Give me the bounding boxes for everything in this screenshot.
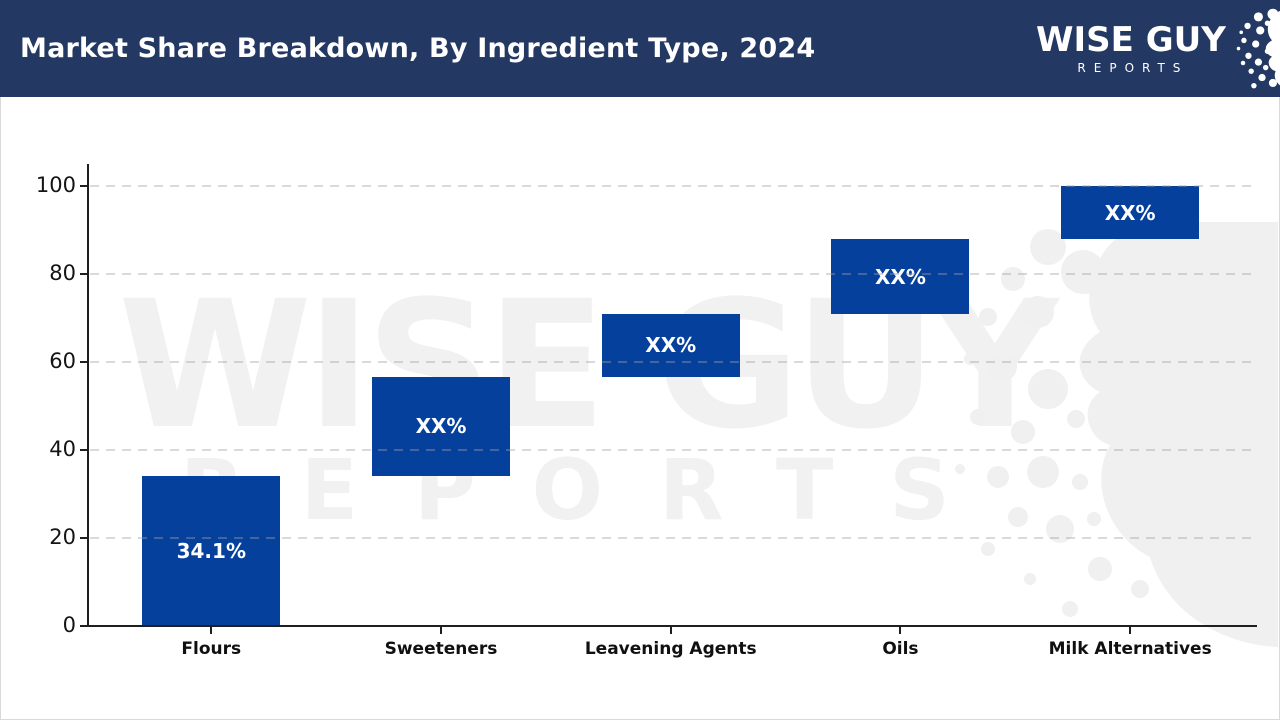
y-tick-label-80: 80 xyxy=(49,260,76,285)
y-tick-label-20: 20 xyxy=(49,524,76,549)
wise-guy-logo: WISE GUY REPORTS xyxy=(1036,8,1280,90)
x-tick-0 xyxy=(210,627,213,634)
y-tick-100 xyxy=(80,185,88,187)
logo-wordmark: WISE GUY xyxy=(1036,20,1226,60)
header-band: Market Share Breakdown, By Ingredient Ty… xyxy=(0,0,1280,97)
page-title: Market Share Breakdown, By Ingredient Ty… xyxy=(20,33,816,64)
bar-sweeteners: XX% xyxy=(372,376,511,476)
logo-subtitle: REPORTS xyxy=(1077,61,1189,75)
bar-value-label: XX% xyxy=(415,414,467,439)
y-tick-0 xyxy=(80,624,88,627)
x-tick-2 xyxy=(669,627,672,634)
y-tick-40 xyxy=(80,448,88,451)
y-tick-label-0: 0 xyxy=(62,612,76,637)
bar-value-label: XX% xyxy=(1104,200,1156,225)
x-tick-label-3: Oils xyxy=(882,639,919,659)
bar-oils: XX% xyxy=(831,239,970,314)
y-axis-line xyxy=(87,164,89,627)
x-tick-1 xyxy=(440,627,443,634)
x-tick-label-1: Sweeteners xyxy=(384,639,498,659)
x-tick-4 xyxy=(1129,627,1132,634)
x-axis-line xyxy=(84,625,1257,627)
gridline-80 xyxy=(90,272,1257,275)
x-tick-label-4: Milk Alternatives xyxy=(1048,639,1212,659)
watermark-head-icon xyxy=(955,222,1278,647)
y-tick-label-40: 40 xyxy=(49,436,76,461)
watermark-subtitle: REPORTS xyxy=(180,441,1006,539)
gridline-20 xyxy=(90,536,1257,539)
gridline-40 xyxy=(90,448,1257,451)
y-tick-label-60: 60 xyxy=(49,348,76,373)
y-tick-20 xyxy=(80,536,88,539)
y-tick-60 xyxy=(80,360,88,363)
y-tick-80 xyxy=(80,272,88,275)
bar-leavening-agents: XX% xyxy=(601,313,740,377)
bar-value-label: XX% xyxy=(875,264,926,289)
logo-head-icon xyxy=(1236,8,1280,89)
bar-milk-alternatives: XX% xyxy=(1061,186,1200,240)
gridline-60 xyxy=(90,360,1257,363)
gridline-100 xyxy=(90,185,1257,187)
bar-flours: 34.1% xyxy=(142,475,281,626)
bar-value-label: 34.1% xyxy=(176,538,246,563)
x-tick-3 xyxy=(899,627,902,634)
x-tick-label-2: Leavening Agents xyxy=(584,639,757,659)
x-tick-label-0: Flours xyxy=(181,639,242,659)
y-tick-label-100: 100 xyxy=(35,173,76,197)
bar-value-label: XX% xyxy=(645,333,697,358)
